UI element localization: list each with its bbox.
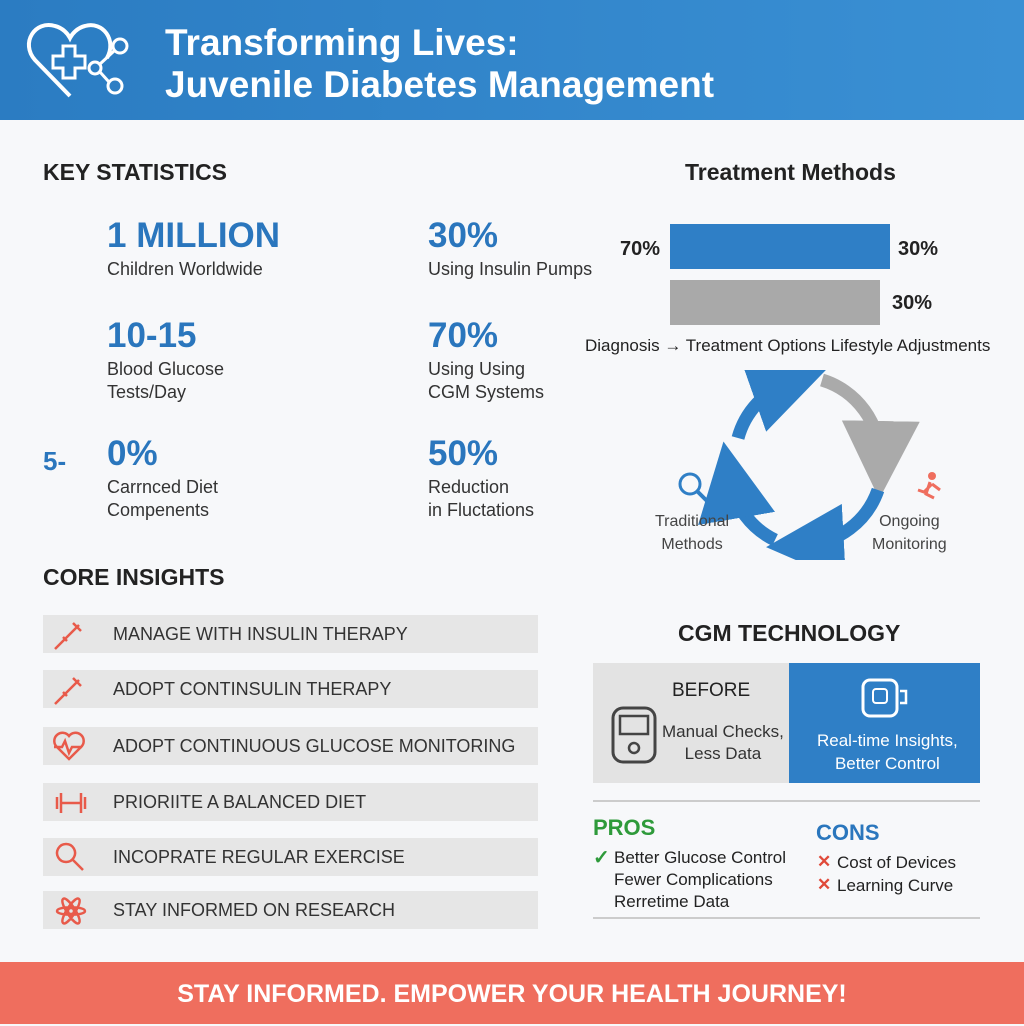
insight-icon — [53, 731, 85, 761]
caption: Diagnosis → Treatment Options Lifestyle … — [585, 336, 991, 355]
cycle-label: Ongoing Monitoring — [872, 510, 947, 556]
stat-label: Compenents — [107, 500, 210, 520]
insight-text: STAY INFORMED ON RESEARCH — [113, 900, 396, 920]
bar-label: 30% — [892, 292, 933, 314]
cons-item: Learning Curve — [837, 876, 954, 895]
insight-text: PRIORIITE A BALANCED DIET — [113, 792, 367, 812]
insight-icon — [54, 677, 82, 705]
insight-icon — [54, 622, 82, 650]
heading: Treatment Methods — [685, 159, 896, 185]
text: Manual Checks, Less Data — [662, 721, 784, 765]
icon-text: 5- — [43, 446, 67, 477]
stat-label: Using Using — [428, 359, 526, 379]
header — [0, 0, 1024, 120]
cycle-label: Traditional Methods — [655, 510, 729, 556]
stat-label: Children Worldwide — [107, 259, 263, 279]
stat-label: Carrnced Diet — [107, 477, 219, 497]
stat-value: 30% — [428, 216, 499, 255]
insight-row: STAY INFORMED ON RESEARCH — [43, 891, 538, 929]
pros-item: Rerretime Data — [614, 892, 730, 911]
stat-label: Reduction — [428, 477, 510, 497]
stat-value: 10-15 — [107, 316, 197, 355]
title: Transforming Lives: — [165, 22, 519, 63]
bar-label: 30% — [898, 238, 939, 260]
cycle — [678, 370, 941, 560]
stat-value: 50% — [428, 434, 499, 473]
bar — [670, 280, 880, 325]
stat-label: Blood Glucose — [107, 359, 225, 379]
pros-item: Fewer Complications — [614, 870, 773, 889]
insight-icon — [55, 897, 87, 925]
sensor-icon — [861, 678, 908, 718]
text: Methods — [661, 536, 723, 553]
stat-label: Using Insulin Pumps — [428, 259, 593, 279]
heading: KEY STATISTICS — [43, 159, 228, 185]
insight-text: ADOPT CONTINSULIN THERAPY — [113, 679, 392, 699]
heart-icon — [27, 23, 129, 98]
cross-icon: ✕ — [817, 875, 832, 894]
divider — [593, 917, 980, 919]
text: Traditional — [655, 513, 730, 530]
insight-icon — [55, 793, 87, 813]
heading: CONS — [816, 820, 880, 845]
heading: CORE INSIGHTS — [43, 564, 225, 590]
insight-icon — [55, 842, 84, 871]
insight-text: INCOPRATE REGULAR EXERCISE — [113, 847, 405, 867]
text: Ongoing — [879, 513, 940, 530]
text: Real-time Insights, Better Control — [817, 729, 958, 775]
text: Less Data — [684, 744, 762, 763]
text: Monitoring — [872, 536, 947, 553]
bar — [670, 224, 890, 269]
stat-value: 1 MILLION — [107, 216, 281, 255]
text: Better Control — [834, 754, 940, 773]
title: Juvenile Diabetes Management — [165, 64, 715, 105]
footer: STAY INFORMED. EMPOWER YOUR HEALTH JOURN… — [0, 962, 1024, 1024]
heading: CGM TECHNOLOGY — [678, 620, 901, 646]
bar-label: 70% — [620, 238, 661, 260]
stat-value: 70% — [428, 316, 499, 355]
cross-icon: ✕ — [817, 852, 832, 871]
stat-label: in Fluctations — [428, 500, 535, 520]
text: BEFORE — [672, 680, 751, 701]
heading: PROS — [593, 815, 656, 840]
stat-value: 0% — [107, 434, 158, 473]
meter-icon — [611, 706, 657, 764]
insight-row: MANAGE WITH INSULIN THERAPY — [43, 615, 538, 653]
pros-item: Better Glucose Control — [614, 848, 786, 867]
stat-label: CGM Systems — [428, 382, 545, 402]
text: Real-time Insights, — [817, 731, 958, 750]
insight-row: ADOPT CONTINUOUS GLUCOSE MONITORING — [43, 727, 538, 765]
insight-row: PRIORIITE A BALANCED DIET — [43, 783, 538, 821]
text: Manual Checks, — [662, 722, 784, 741]
check-icon: ✓ — [593, 847, 610, 869]
insight-row: ADOPT CONTINSULIN THERAPY — [43, 670, 538, 708]
cons-item: Cost of Devices — [837, 853, 957, 872]
insight-text: ADOPT CONTINUOUS GLUCOSE MONITORING — [113, 736, 516, 756]
insight-row: INCOPRATE REGULAR EXERCISE — [43, 838, 538, 876]
insight-text: MANAGE WITH INSULIN THERAPY — [113, 624, 408, 644]
after-panel — [789, 663, 980, 783]
divider — [593, 800, 980, 802]
stat-label: Tests/Day — [107, 382, 187, 402]
